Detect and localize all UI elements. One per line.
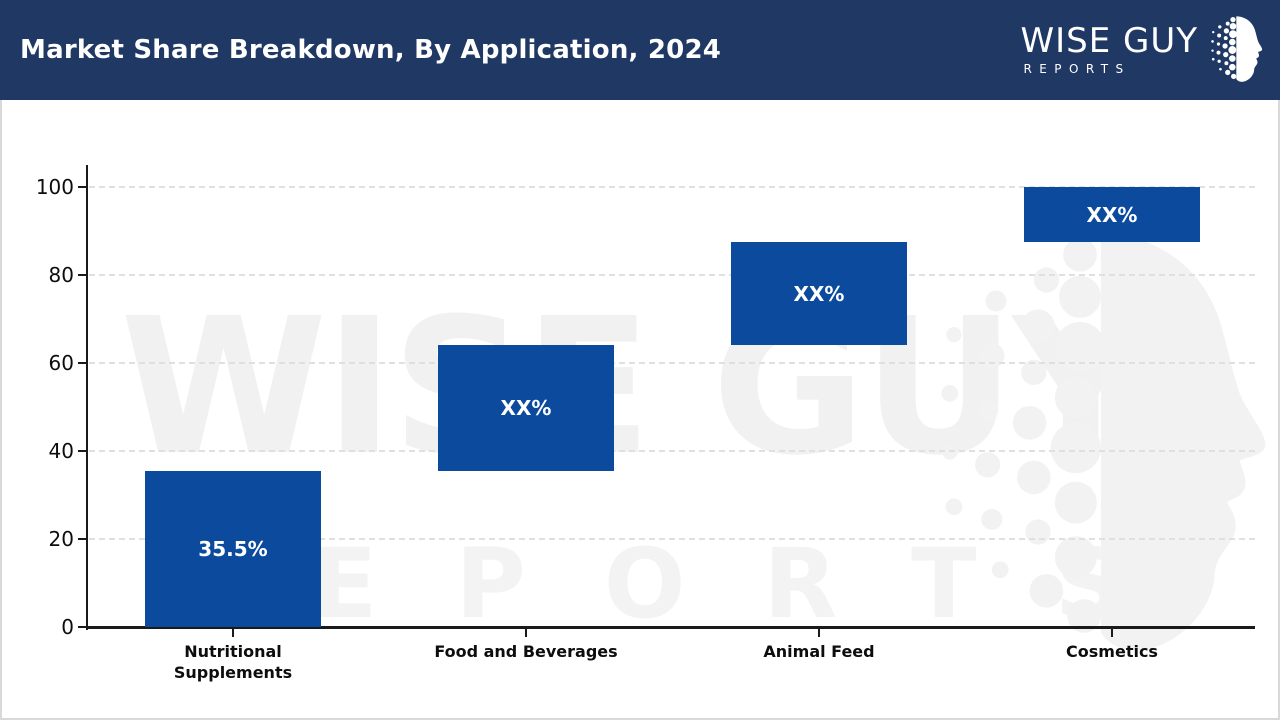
y-axis-tick xyxy=(78,626,87,628)
x-axis-tick xyxy=(232,629,234,637)
gridline-40 xyxy=(89,450,1255,452)
gridline-80 xyxy=(89,274,1255,276)
header: Market Share Breakdown, By Application, … xyxy=(0,0,1280,100)
brand-name: WISE GUY xyxy=(1020,21,1198,61)
y-axis-tick xyxy=(78,274,87,276)
bar-cosmetics: XX% xyxy=(1024,187,1200,242)
plot-area: 0 20 40 60 80 100 Nutritional Supplements Food … xyxy=(2,100,1278,718)
bar-value-label: 35.5% xyxy=(198,536,268,561)
x-axis-tick xyxy=(1111,629,1113,637)
bar-animal-feed: XX% xyxy=(731,242,907,346)
bar-value-label: XX% xyxy=(1086,202,1138,227)
y-axis-tick xyxy=(78,450,87,452)
brand-logo-text: WISE GUY REPORTS xyxy=(1020,24,1198,76)
y-axis-tick-label: 80 xyxy=(48,263,74,287)
x-axis-tick xyxy=(525,629,527,637)
x-axis-tick-label: Cosmetics xyxy=(1066,642,1158,661)
y-axis-tick-label: 40 xyxy=(48,439,74,463)
chart-area: WISE GUY REPORTS 0 20 40 60 80 100 Nutritional… xyxy=(0,100,1280,720)
bar-food-and-beverages: XX% xyxy=(438,345,614,471)
x-axis-tick-label: Animal Feed xyxy=(763,642,875,661)
y-axis-tick-label: 0 xyxy=(61,615,74,639)
brand-head-icon xyxy=(1211,16,1263,82)
bar-nutritional-supplements: 35.5% xyxy=(145,470,321,627)
y-axis-tick xyxy=(78,362,87,364)
brand-subname: REPORTS xyxy=(1023,62,1131,76)
x-axis-line xyxy=(86,626,1255,629)
x-axis-tick xyxy=(818,629,820,637)
x-axis-tick-label: Food and Beverages xyxy=(434,642,618,661)
y-axis-tick-label: 60 xyxy=(48,351,74,375)
bar-value-label: XX% xyxy=(793,281,845,306)
brand-logo: WISE GUY REPORTS xyxy=(1020,13,1266,87)
bar-value-label: XX% xyxy=(500,396,552,421)
y-axis-tick xyxy=(78,186,87,188)
x-axis-tick-label: Nutritional Supplements xyxy=(173,642,293,682)
y-axis-tick-label: 100 xyxy=(35,175,74,199)
gridline-60 xyxy=(89,362,1255,364)
gridline-100 xyxy=(89,186,1255,188)
page-title: Market Share Breakdown, By Application, … xyxy=(20,35,722,65)
gridline-20 xyxy=(89,538,1255,540)
y-axis-tick xyxy=(78,538,87,540)
y-axis-tick-label: 20 xyxy=(48,527,74,551)
y-axis-line xyxy=(86,165,88,630)
